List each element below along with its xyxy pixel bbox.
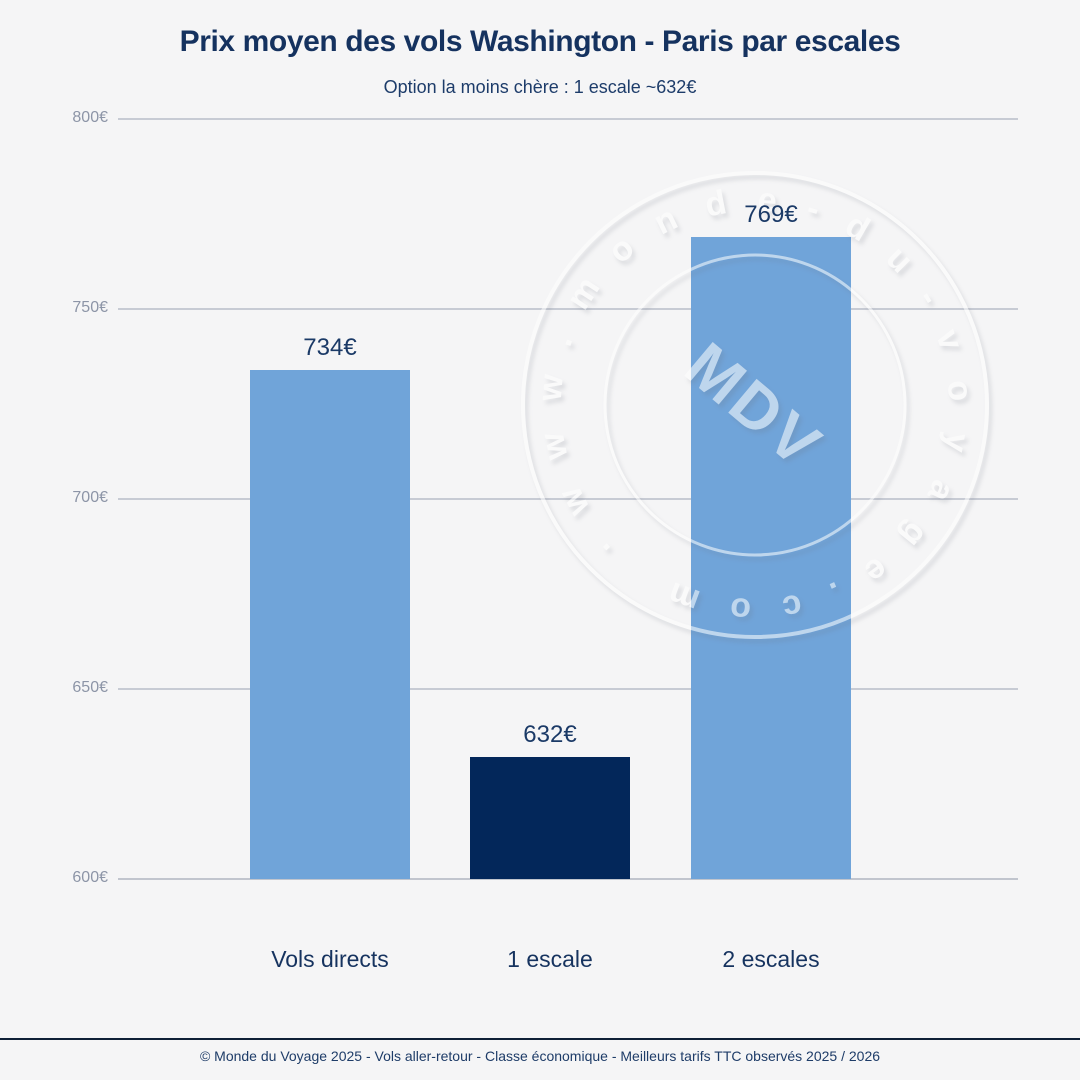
bar-1-escale xyxy=(470,757,630,879)
y-axis-tick-600: 600€ xyxy=(72,869,108,886)
bar-vols-directs xyxy=(250,369,410,879)
gridline-600 xyxy=(118,878,1018,880)
y-axis-tick-750: 750€ xyxy=(72,299,108,316)
x-axis-label-vols-directs: Vols directs xyxy=(271,946,389,972)
value-label-1-escale: 632€ xyxy=(523,721,577,749)
value-label-2-escales: 769€ xyxy=(744,200,798,228)
value-label-vols-directs: 734€ xyxy=(303,333,357,361)
y-axis-tick-650: 650€ xyxy=(72,679,108,696)
gridline-650 xyxy=(118,688,1018,690)
footer-copyright-text: © Monde du Voyage 2025 - Vols aller-reto… xyxy=(199,1048,881,1064)
y-axis-tick-700: 700€ xyxy=(72,489,108,506)
footer-divider-line xyxy=(0,1038,1080,1040)
x-axis-label-1-escale: 1 escale xyxy=(507,946,593,972)
chart-subtitle: Option la moins chère : 1 escale ~632€ xyxy=(383,77,697,97)
gridline-800 xyxy=(118,118,1018,120)
y-axis-tick-800: 800€ xyxy=(72,109,108,126)
chart-title: Prix moyen des vols Washington - Paris p… xyxy=(179,25,901,58)
gridline-750 xyxy=(118,308,1018,310)
bar-2-escales xyxy=(691,236,851,879)
x-axis-label-2-escales: 2 escales xyxy=(722,946,820,972)
